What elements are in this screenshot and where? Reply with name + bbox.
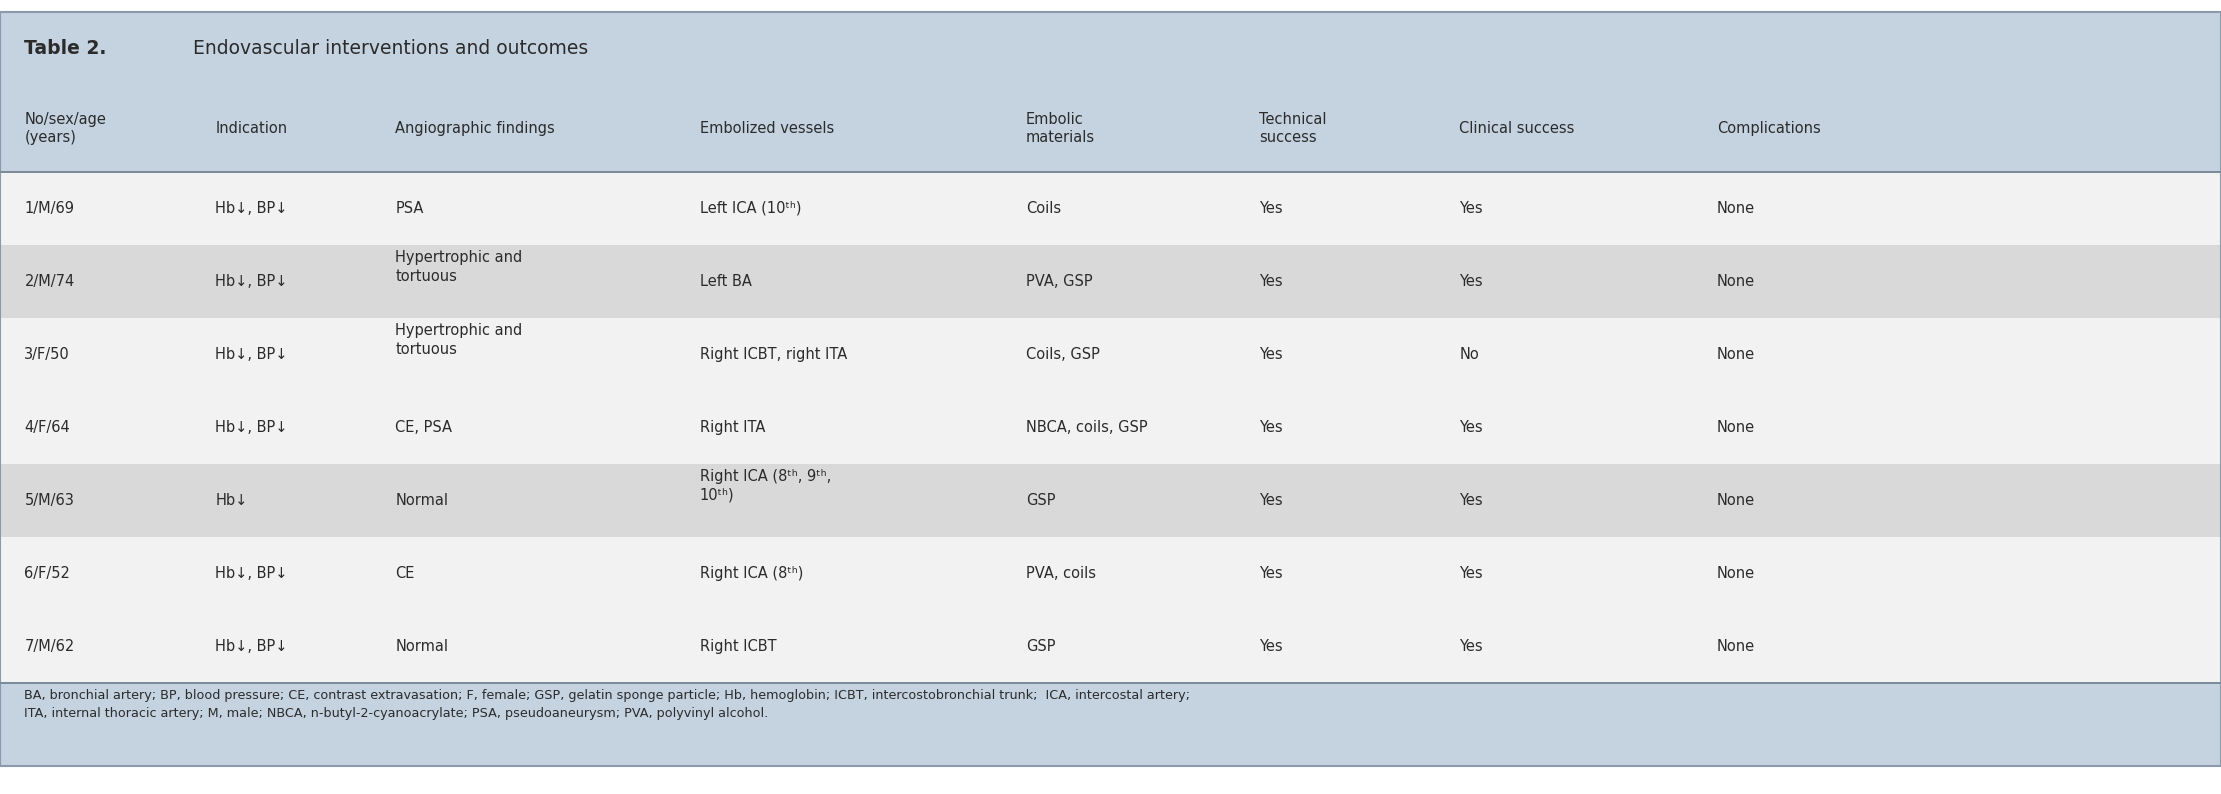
Text: Right ICBT, right ITA: Right ICBT, right ITA	[700, 347, 846, 361]
Text: Indication: Indication	[215, 121, 287, 136]
Text: Yes: Yes	[1459, 493, 1484, 507]
Text: Right ICA (8ᵗʰ): Right ICA (8ᵗʰ)	[700, 566, 804, 580]
Text: None: None	[1717, 347, 1755, 361]
Text: None: None	[1717, 493, 1755, 507]
Text: Clinical success: Clinical success	[1459, 121, 1575, 136]
Text: Yes: Yes	[1459, 639, 1484, 653]
Text: Yes: Yes	[1459, 420, 1484, 434]
Text: None: None	[1717, 274, 1755, 288]
Bar	[0, 245, 2221, 318]
Text: CE, PSA: CE, PSA	[395, 420, 453, 434]
Bar	[0, 610, 2221, 683]
Text: Yes: Yes	[1259, 566, 1284, 580]
Text: Table 2.: Table 2.	[24, 40, 107, 58]
Text: Angiographic findings: Angiographic findings	[395, 121, 555, 136]
Bar	[0, 464, 2221, 537]
Text: Hb↓: Hb↓	[215, 493, 249, 507]
Text: None: None	[1717, 201, 1755, 215]
Text: Hb↓, BP↓: Hb↓, BP↓	[215, 201, 289, 215]
Text: 7/M/62: 7/M/62	[24, 639, 76, 653]
Text: Yes: Yes	[1259, 493, 1284, 507]
Bar	[0, 391, 2221, 464]
Bar	[0, 172, 2221, 245]
Text: None: None	[1717, 566, 1755, 580]
Text: Embolized vessels: Embolized vessels	[700, 121, 833, 136]
Text: Hb↓, BP↓: Hb↓, BP↓	[215, 274, 289, 288]
Text: Hypertrophic and
tortuous: Hypertrophic and tortuous	[395, 250, 522, 283]
Text: Coils: Coils	[1026, 201, 1062, 215]
Text: Yes: Yes	[1259, 274, 1284, 288]
Text: Yes: Yes	[1459, 201, 1484, 215]
Text: Coils, GSP: Coils, GSP	[1026, 347, 1099, 361]
Text: Yes: Yes	[1459, 274, 1484, 288]
Text: Yes: Yes	[1259, 639, 1284, 653]
Text: CE: CE	[395, 566, 415, 580]
Text: Hb↓, BP↓: Hb↓, BP↓	[215, 347, 289, 361]
Text: Right ICA (8ᵗʰ, 9ᵗʰ,
10ᵗʰ): Right ICA (8ᵗʰ, 9ᵗʰ, 10ᵗʰ)	[700, 469, 831, 503]
Text: Yes: Yes	[1259, 347, 1284, 361]
Text: None: None	[1717, 420, 1755, 434]
Text: PVA, GSP: PVA, GSP	[1026, 274, 1093, 288]
Text: Right ICBT: Right ICBT	[700, 639, 777, 653]
Text: NBCA, coils, GSP: NBCA, coils, GSP	[1026, 420, 1148, 434]
Text: Complications: Complications	[1717, 121, 1821, 136]
Text: BA, bronchial artery; BP, blood pressure; CE, contrast extravasation; F, female;: BA, bronchial artery; BP, blood pressure…	[24, 689, 1190, 719]
Text: GSP: GSP	[1026, 493, 1055, 507]
Text: Hypertrophic and
tortuous: Hypertrophic and tortuous	[395, 323, 522, 357]
Text: 5/M/63: 5/M/63	[24, 493, 73, 507]
Bar	[0, 12, 2221, 86]
Text: Yes: Yes	[1459, 566, 1484, 580]
Text: Yes: Yes	[1259, 201, 1284, 215]
Text: 6/F/52: 6/F/52	[24, 566, 71, 580]
Text: Yes: Yes	[1259, 420, 1284, 434]
Text: No/sex/age
(years): No/sex/age (years)	[24, 112, 107, 145]
Text: PVA, coils: PVA, coils	[1026, 566, 1097, 580]
Text: Endovascular interventions and outcomes: Endovascular interventions and outcomes	[187, 40, 589, 58]
Text: Technical
success: Technical success	[1259, 112, 1326, 145]
Text: Left BA: Left BA	[700, 274, 751, 288]
Bar	[0, 537, 2221, 610]
Text: 3/F/50: 3/F/50	[24, 347, 71, 361]
Text: Right ITA: Right ITA	[700, 420, 764, 434]
Text: 2/M/74: 2/M/74	[24, 274, 76, 288]
Bar	[0, 318, 2221, 391]
Text: Hb↓, BP↓: Hb↓, BP↓	[215, 566, 289, 580]
Text: No: No	[1459, 347, 1479, 361]
Text: Left ICA (10ᵗʰ): Left ICA (10ᵗʰ)	[700, 201, 802, 215]
Text: Hb↓, BP↓: Hb↓, BP↓	[215, 639, 289, 653]
Text: 1/M/69: 1/M/69	[24, 201, 76, 215]
Text: Embolic
materials: Embolic materials	[1026, 112, 1095, 145]
Bar	[0, 86, 2221, 172]
Text: Hb↓, BP↓: Hb↓, BP↓	[215, 420, 289, 434]
Text: GSP: GSP	[1026, 639, 1055, 653]
Bar	[0, 683, 2221, 766]
Text: Normal: Normal	[395, 493, 449, 507]
Text: PSA: PSA	[395, 201, 424, 215]
Text: Normal: Normal	[395, 639, 449, 653]
Text: None: None	[1717, 639, 1755, 653]
Text: 4/F/64: 4/F/64	[24, 420, 71, 434]
